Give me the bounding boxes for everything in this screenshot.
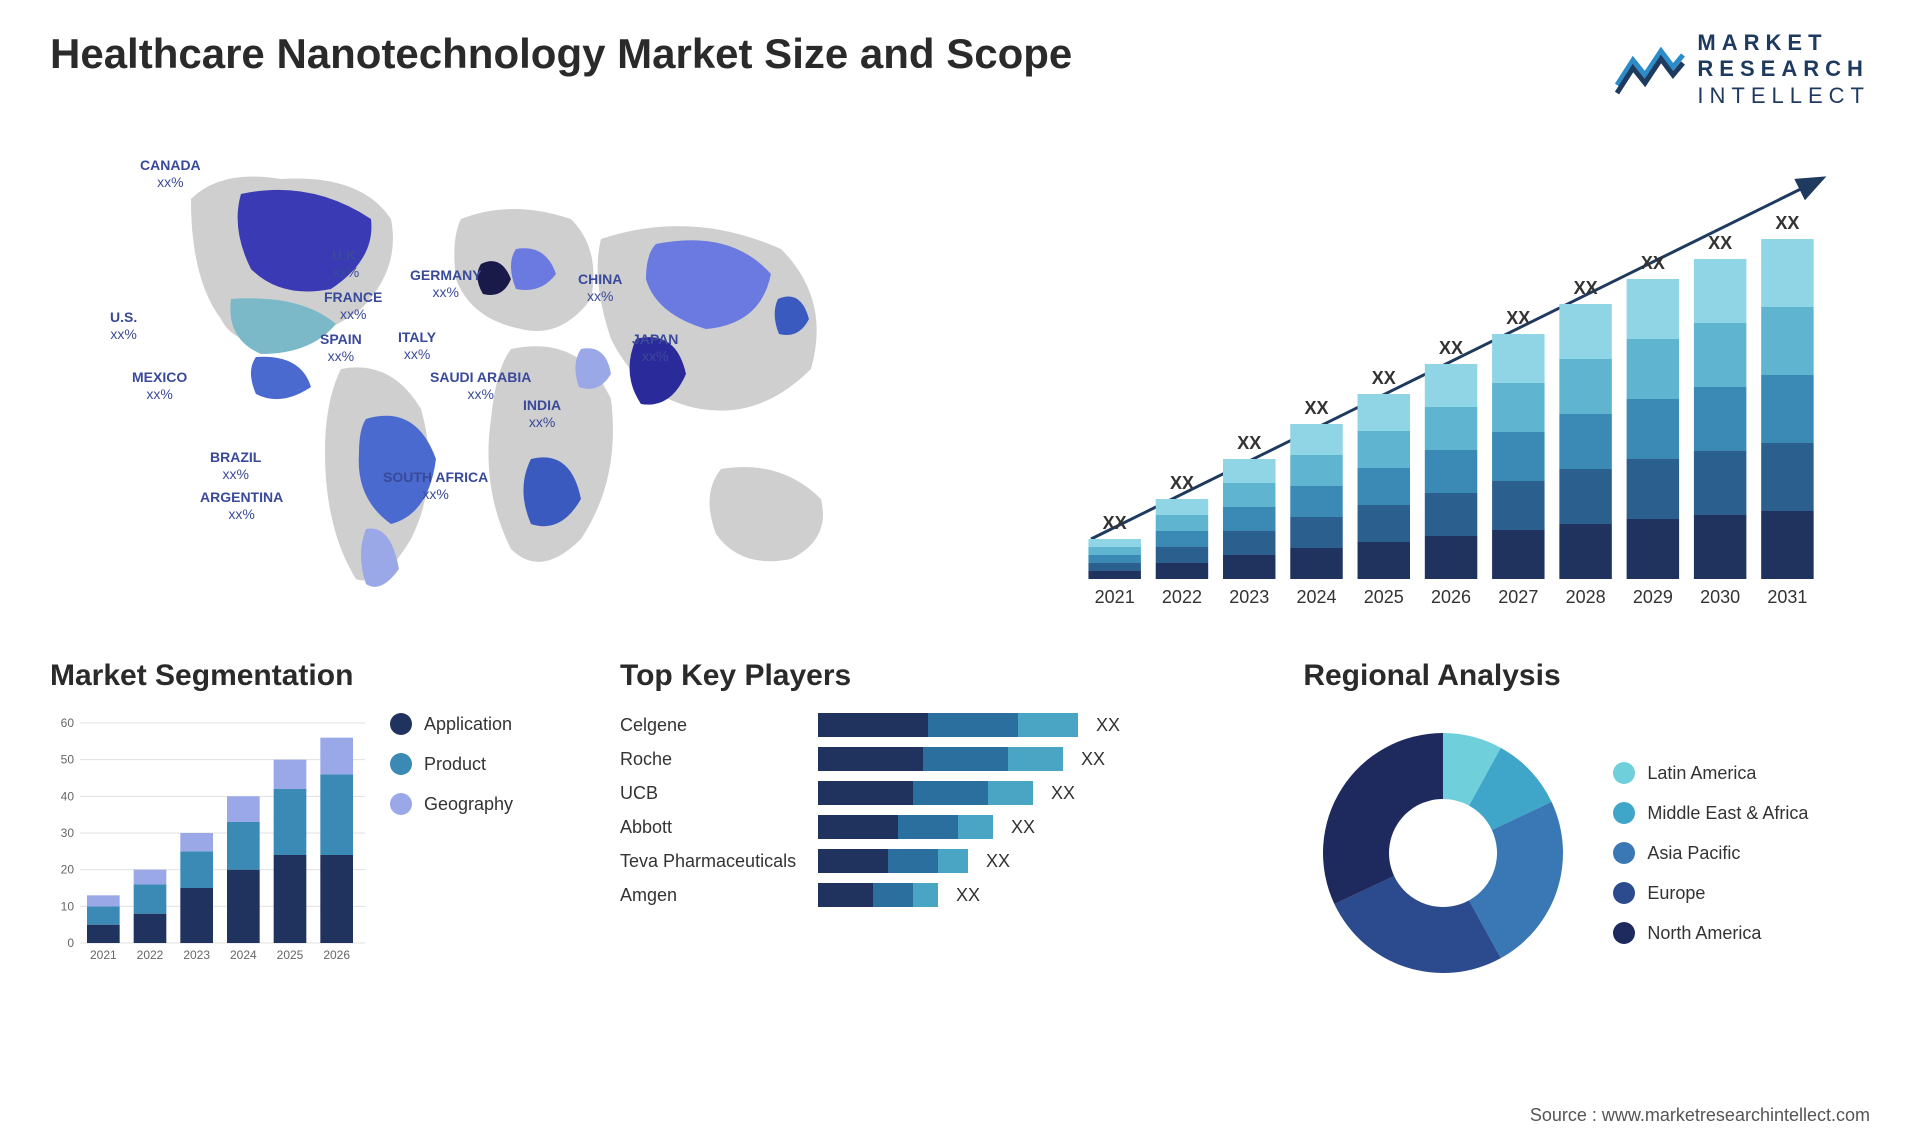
svg-text:XX: XX (1708, 233, 1732, 253)
svg-text:XX: XX (1372, 368, 1396, 388)
segmentation-legend-item: Geography (390, 793, 513, 815)
svg-text:2028: 2028 (1565, 587, 1605, 607)
svg-text:2025: 2025 (277, 948, 304, 962)
svg-text:XX: XX (1304, 398, 1328, 418)
svg-text:2022: 2022 (137, 948, 164, 962)
svg-text:2025: 2025 (1364, 587, 1404, 607)
key-player-row: CelgeneXX (620, 713, 1243, 737)
svg-text:2026: 2026 (323, 948, 350, 962)
svg-text:XX: XX (1506, 308, 1530, 328)
source-attribution: Source : www.marketresearchintellect.com (1530, 1105, 1870, 1126)
map-country-label: ARGENTINAxx% (200, 489, 283, 523)
world-map-panel: CANADAxx% U.S.xx% MEXICOxx% BRAZILxx% ARGENT… (50, 139, 972, 619)
svg-text:XX: XX (1170, 473, 1194, 493)
svg-text:XX: XX (1573, 278, 1597, 298)
regional-legend-item: Middle East & Africa (1613, 802, 1808, 824)
key-player-row: AmgenXX (620, 883, 1243, 907)
map-country-label: SOUTH AFRICAxx% (383, 469, 488, 503)
svg-text:10: 10 (61, 900, 75, 914)
segmentation-title: Market Segmentation (50, 659, 560, 693)
brand-logo: MARKET RESEARCH INTELLECT (1615, 30, 1870, 109)
map-country-label: U.K.xx% (332, 247, 360, 281)
svg-text:XX: XX (1439, 338, 1463, 358)
svg-text:20: 20 (61, 863, 75, 877)
map-country-label: U.S.xx% (110, 309, 137, 343)
map-country-label: ITALYxx% (398, 329, 436, 363)
svg-text:2029: 2029 (1633, 587, 1673, 607)
map-country-label: INDIAxx% (523, 397, 561, 431)
map-country-label: CHINAxx% (578, 271, 622, 305)
logo-line3: INTELLECT (1697, 83, 1870, 109)
map-country-label: GERMANYxx% (410, 267, 482, 301)
svg-text:2023: 2023 (183, 948, 210, 962)
segmentation-legend-item: Product (390, 753, 513, 775)
key-player-row: UCBXX (620, 781, 1243, 805)
map-country-label: FRANCExx% (324, 289, 382, 323)
svg-text:XX: XX (1775, 213, 1799, 233)
key-player-row: RocheXX (620, 747, 1243, 771)
map-country-label: MEXICOxx% (132, 369, 187, 403)
key-players-title: Top Key Players (620, 659, 1243, 693)
svg-text:XX: XX (1237, 433, 1261, 453)
svg-text:2023: 2023 (1229, 587, 1269, 607)
map-country-label: SPAINxx% (320, 331, 362, 365)
regional-legend-item: Latin America (1613, 762, 1808, 784)
regional-chart: Latin America Middle East & Africa Asia Pa… (1303, 713, 1870, 993)
regional-legend-item: North America (1613, 922, 1808, 944)
map-country-label: SAUDI ARABIAxx% (430, 369, 531, 403)
logo-mark-icon (1615, 45, 1685, 95)
logo-line2: RESEARCH (1697, 56, 1868, 81)
svg-text:2026: 2026 (1431, 587, 1471, 607)
svg-text:2021: 2021 (1095, 587, 1135, 607)
svg-text:2027: 2027 (1498, 587, 1538, 607)
svg-text:40: 40 (61, 790, 75, 804)
svg-text:30: 30 (61, 826, 75, 840)
svg-text:XX: XX (1103, 513, 1127, 533)
svg-text:60: 60 (61, 716, 75, 730)
svg-text:XX: XX (1641, 253, 1665, 273)
svg-text:2024: 2024 (230, 948, 257, 962)
forecast-chart: XX 2021 XX 2022 XX 2023 XX 2024 XX 2025 XX 2026 XX 20… (1032, 139, 1870, 619)
segmentation-legend-item: Application (390, 713, 513, 735)
page-title: Healthcare Nanotechnology Market Size an… (50, 30, 1072, 78)
svg-text:2030: 2030 (1700, 587, 1740, 607)
map-country-label: CANADAxx% (140, 157, 201, 191)
svg-text:50: 50 (61, 753, 75, 767)
key-player-row: Teva PharmaceuticalsXX (620, 849, 1243, 873)
svg-text:2022: 2022 (1162, 587, 1202, 607)
key-players-chart: CelgeneXX RocheXX UCBXX AbbottXX Teva Pharma… (620, 713, 1243, 907)
logo-line1: MARKET (1697, 30, 1827, 55)
svg-text:2021: 2021 (90, 948, 117, 962)
key-player-row: AbbottXX (620, 815, 1243, 839)
svg-text:2024: 2024 (1296, 587, 1336, 607)
regional-legend-item: Asia Pacific (1613, 842, 1808, 864)
regional-title: Regional Analysis (1303, 659, 1870, 693)
segmentation-chart: 0 10 20 30 40 50 60 2021 2022 2023 2024 2025 2026 Ap… (50, 713, 560, 973)
regional-legend-item: Europe (1613, 882, 1808, 904)
map-country-label: JAPANxx% (632, 331, 678, 365)
svg-text:2031: 2031 (1767, 587, 1807, 607)
svg-text:0: 0 (67, 936, 74, 950)
map-country-label: BRAZILxx% (210, 449, 261, 483)
